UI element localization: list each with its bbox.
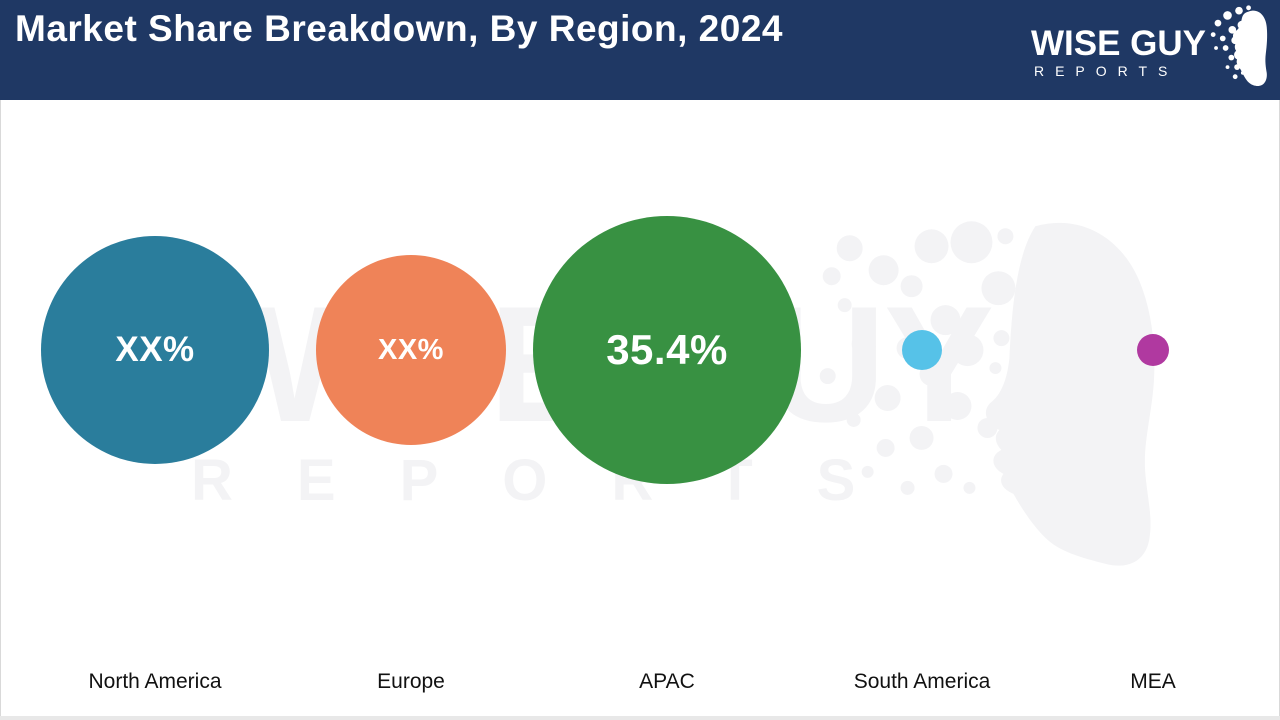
bubble-chart: WISE GUY REPORTS XX% xyxy=(0,100,1280,716)
bubble-value-europe: XX% xyxy=(378,333,444,366)
page-title: Market Share Breakdown, By Region, 2024 xyxy=(15,8,783,49)
bubble-europe: XX% xyxy=(316,255,506,445)
watermark-subtitle: REPORTS xyxy=(191,448,920,513)
bubble-north-america: XX% xyxy=(41,236,269,464)
bubble-south-america xyxy=(902,330,942,370)
logo-wordmark: WISE GUY xyxy=(1030,24,1206,63)
bubble-mea xyxy=(1137,334,1169,366)
axis-label-apac: APAC xyxy=(639,670,695,693)
logo-text: WISE GUY REPORTS xyxy=(1031,26,1206,79)
logo-face-icon xyxy=(1210,5,1268,87)
wiseguy-logo: WISE GUY REPORTS xyxy=(1031,4,1270,92)
axis-label-south-america: South America xyxy=(853,670,991,693)
axis-label-europe: Europe xyxy=(377,670,445,693)
axis-label-north-america: North America xyxy=(88,670,222,693)
bubble-value-apac: 35.4% xyxy=(606,326,728,373)
axis-label-mea: MEA xyxy=(1130,670,1176,693)
header: Market Share Breakdown, By Region, 2024 … xyxy=(0,0,1280,100)
bubble-apac: 35.4% xyxy=(533,216,801,484)
logo-subtitle: REPORTS xyxy=(1033,63,1179,79)
bottom-strip xyxy=(0,716,1280,720)
bubble-value-north-america: XX% xyxy=(115,330,195,369)
